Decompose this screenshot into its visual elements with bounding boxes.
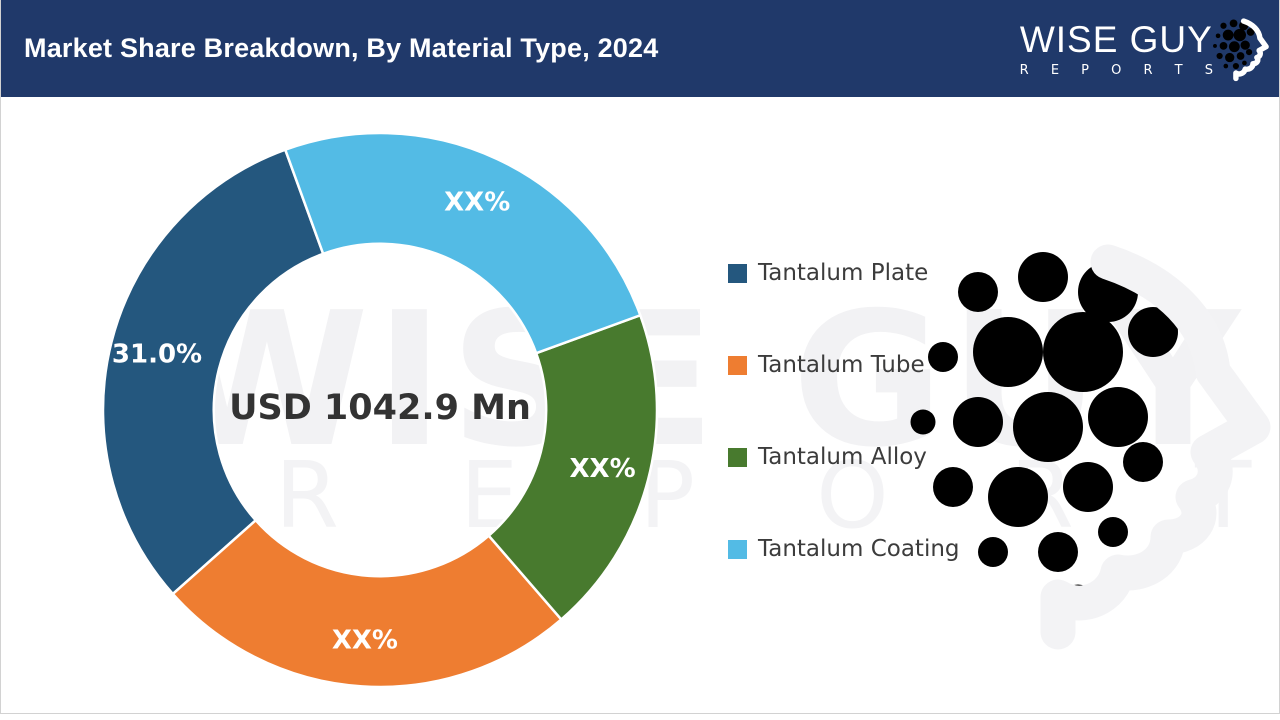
legend-swatch-icon (728, 539, 747, 559)
legend-item-tantalum-coating: Tantalum Coating (728, 536, 960, 562)
slice-label: XX% (332, 626, 398, 656)
logo-reports-text: R E P O R T S (1019, 63, 1222, 78)
pie-slice-tantalum-tube (171, 519, 563, 689)
slice-label: XX% (444, 188, 510, 218)
legend-label: Tantalum Tube (758, 352, 925, 378)
legend-label: Tantalum Coating (758, 536, 960, 562)
chart-center-value: USD 1042.9 Mn (229, 388, 531, 428)
slice-label: XX% (570, 454, 636, 484)
legend-label: Tantalum Alloy (758, 444, 927, 470)
legend-swatch-icon (728, 263, 747, 283)
logo-head-icon (1208, 9, 1270, 89)
legend-item-tantalum-alloy: Tantalum Alloy (728, 444, 960, 470)
header-bar: Market Share Breakdown, By Material Type… (0, 0, 1280, 97)
chart-legend: Tantalum Plate Tantalum Tube Tantalum Al… (728, 260, 960, 562)
wise-guy-reports-logo: WISE GUY R E P O R T S (1011, 9, 1270, 89)
legend-swatch-icon (728, 355, 747, 375)
page-title: Market Share Breakdown, By Material Type… (24, 33, 659, 63)
pie-slice-tantalum-coating (284, 131, 642, 355)
pie-slice-tantalum-plate (101, 148, 325, 596)
legend-label: Tantalum Plate (758, 260, 929, 286)
logo-wordmark: WISE GUY (1019, 19, 1213, 60)
legend-swatch-icon (728, 447, 747, 467)
slice-label: 31.0% (112, 340, 202, 370)
pie-slice-tantalum-alloy (487, 314, 659, 621)
legend-item-tantalum-tube: Tantalum Tube (728, 352, 960, 378)
legend-item-tantalum-plate: Tantalum Plate (728, 260, 960, 286)
